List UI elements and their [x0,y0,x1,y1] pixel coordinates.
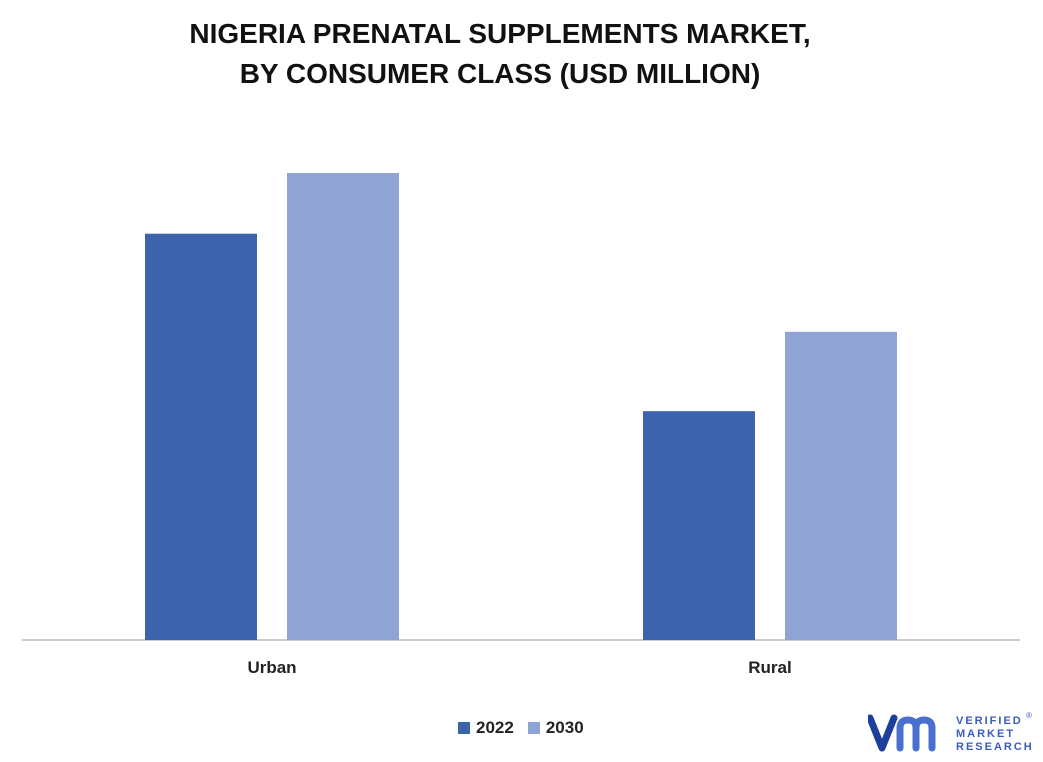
bar-chart: Urban Rural [22,173,1020,677]
bar-urban-2030 [287,173,399,640]
chart-title: NIGERIA PRENATAL SUPPLEMENTS MARKET, BY … [0,14,1000,94]
legend-item-2022: 2022 [458,718,514,738]
x-tick-label-urban: Urban [247,658,296,677]
legend-label-2022: 2022 [476,718,514,737]
registered-mark: ® [1026,711,1032,720]
legend-item-2030: 2030 [527,718,584,738]
chart-title-line-1: NIGERIA PRENATAL SUPPLEMENTS MARKET, [189,18,811,49]
vm-logo-icon [868,714,936,752]
x-tick-label-rural: Rural [748,658,791,677]
legend-swatch-2022 [458,722,470,734]
logo-text-research: RESEARCH [956,741,1034,753]
bar-rural-2022 [643,411,755,640]
legend-swatch-2030 [527,722,540,734]
legend-label-2030: 2030 [545,718,584,737]
legend: 2022 2030 [458,718,598,738]
chart-title-line-2: BY CONSUMER CLASS (USD MILLION) [239,58,761,89]
logo-text-market: MARKET [956,728,1016,740]
bar-urban-2022 [145,233,257,640]
brand-logo: VERIFIED MARKET RESEARCH ® [868,708,1038,758]
logo-text-verified: VERIFIED [956,715,1023,727]
bar-rural-2030 [785,331,897,640]
